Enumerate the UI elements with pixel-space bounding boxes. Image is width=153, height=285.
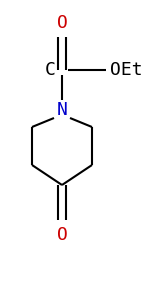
Text: C: C (45, 61, 56, 79)
Text: O: O (57, 14, 67, 32)
Text: O: O (57, 226, 67, 244)
Text: N: N (57, 101, 67, 119)
Text: OEt: OEt (110, 61, 143, 79)
